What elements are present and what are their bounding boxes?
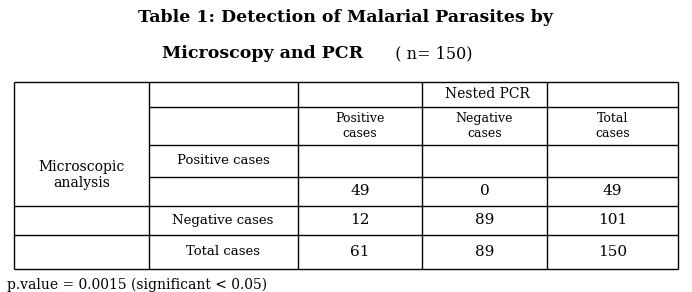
Text: 0: 0 <box>480 184 489 198</box>
Text: Positive cases: Positive cases <box>176 154 270 167</box>
Text: Microscopy and PCR: Microscopy and PCR <box>163 45 363 62</box>
Text: Total
cases: Total cases <box>595 112 630 140</box>
Text: 12: 12 <box>350 213 370 227</box>
Text: Table 1: Detection of Malarial Parasites by: Table 1: Detection of Malarial Parasites… <box>138 9 554 26</box>
Text: Microscopic
analysis: Microscopic analysis <box>38 160 125 190</box>
Text: 49: 49 <box>603 184 622 198</box>
Text: 89: 89 <box>475 245 494 259</box>
Text: Nested PCR: Nested PCR <box>446 87 530 101</box>
Text: 150: 150 <box>598 245 627 259</box>
Text: ( n= 150): ( n= 150) <box>385 45 473 62</box>
Text: 61: 61 <box>350 245 370 259</box>
Text: p.value = 0.0015 (significant < 0.05): p.value = 0.0015 (significant < 0.05) <box>7 277 267 292</box>
Text: Negative cases: Negative cases <box>172 214 274 227</box>
Text: Negative
cases: Negative cases <box>455 112 513 140</box>
Text: 89: 89 <box>475 213 494 227</box>
Text: 49: 49 <box>350 184 370 198</box>
Text: Total cases: Total cases <box>186 245 260 258</box>
Text: Positive
cases: Positive cases <box>335 112 385 140</box>
Text: 101: 101 <box>598 213 627 227</box>
